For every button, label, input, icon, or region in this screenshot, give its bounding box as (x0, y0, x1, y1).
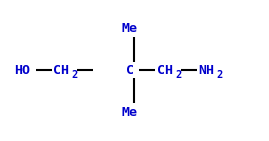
Text: C: C (126, 63, 134, 77)
Text: Me: Me (121, 105, 137, 118)
Text: 2: 2 (71, 70, 77, 80)
Text: HO: HO (14, 63, 30, 77)
Text: Me: Me (121, 21, 137, 35)
Text: CH: CH (157, 63, 173, 77)
Text: NH: NH (198, 63, 214, 77)
Text: CH: CH (53, 63, 69, 77)
Text: 2: 2 (216, 70, 222, 80)
Text: 2: 2 (175, 70, 181, 80)
